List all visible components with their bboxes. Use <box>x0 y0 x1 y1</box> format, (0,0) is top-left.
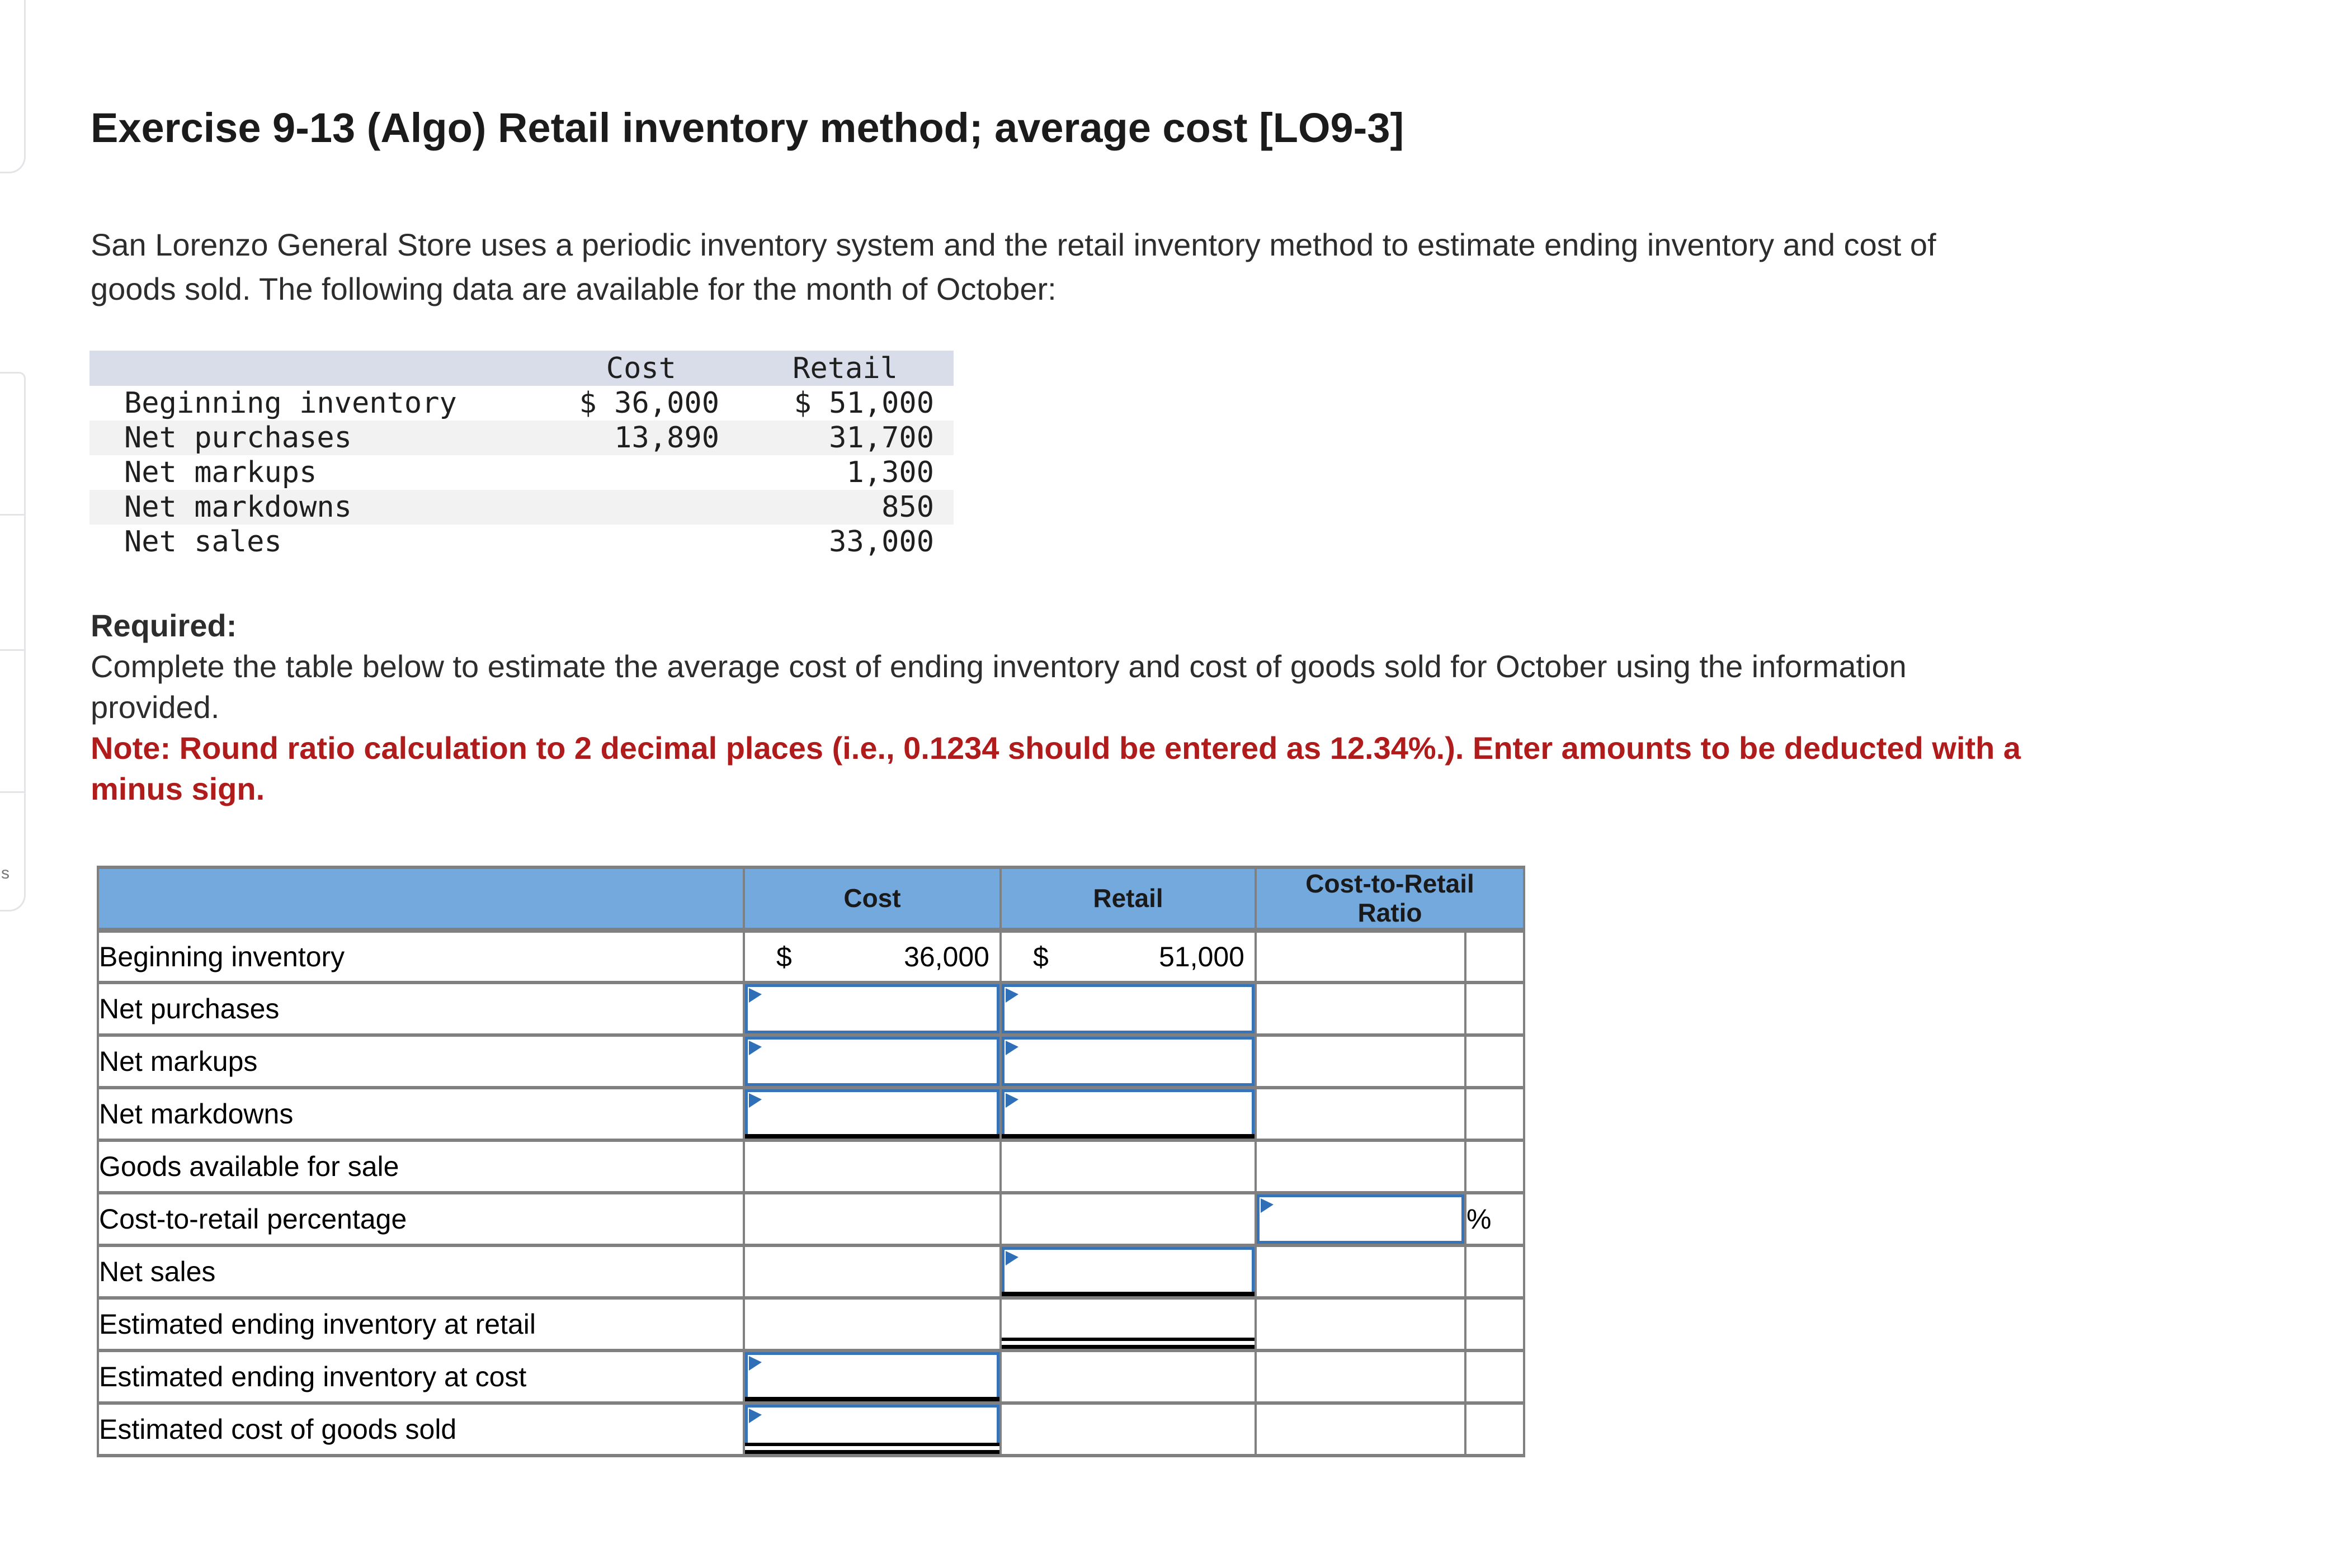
currency-symbol: $ <box>776 941 792 972</box>
row-label: Net purchases <box>97 981 745 1037</box>
left-panel-fragment-list <box>0 372 26 911</box>
required-heading: Required: <box>91 608 237 643</box>
percent-sign: % <box>1464 1191 1525 1247</box>
note-line-1: Note: Round ratio calculation to 2 decim… <box>91 730 2021 766</box>
given-row-retail: 850 <box>881 490 934 524</box>
given-row-retail: 33,000 <box>829 525 934 559</box>
ws-row-estimated-ending-inventory-at-cost: Estimated ending inventory at cost <box>97 1349 1525 1405</box>
intro-line-2: goods sold. The following data are avail… <box>91 271 1057 306</box>
input-net-markups-cost[interactable] <box>745 1037 999 1086</box>
ws-row-net-sales: Net sales <box>97 1244 1525 1300</box>
ws-row-net-purchases: Net purchases <box>97 981 1525 1037</box>
amount: 36,000 <box>904 941 989 972</box>
given-data-header-row: Cost Retail <box>89 351 954 386</box>
worksheet-header-cost: Cost <box>743 866 1002 933</box>
row-label: Estimated cost of goods sold <box>97 1401 745 1457</box>
given-row-label: Net purchases <box>124 421 352 455</box>
given-row-cost: 13,890 <box>614 421 719 455</box>
given-data-row: Net markups 1,300 <box>89 455 954 490</box>
intro-line-1: San Lorenzo General Store uses a periodi… <box>91 227 1936 262</box>
worksheet-header-ratio: Cost-to-Retail Ratio <box>1255 866 1525 933</box>
worksheet-header-row: Cost Retail Cost-to-Retail Ratio <box>97 866 1525 933</box>
required-line-2: provided. <box>91 689 220 725</box>
input-net-purchases-cost[interactable] <box>745 984 999 1033</box>
ws-row-goods-available: Goods available for sale <box>97 1139 1525 1194</box>
given-row-retail: 1,300 <box>846 456 934 489</box>
intro-paragraph: San Lorenzo General Store uses a periodi… <box>91 223 2272 311</box>
row-label: Estimated ending inventory at cost <box>97 1349 745 1405</box>
row-label: Cost-to-retail percentage <box>97 1191 745 1247</box>
given-data-header-retail: Retail <box>793 351 898 385</box>
single-total-rule <box>745 1134 999 1139</box>
input-flag-icon <box>1006 1041 1018 1055</box>
single-total-rule <box>745 1397 999 1401</box>
row-label: Net markdowns <box>97 1086 745 1142</box>
required-line-1: Complete the table below to estimate the… <box>91 649 1907 684</box>
ws-row-estimated-cost-of-goods-sold: Estimated cost of goods sold <box>97 1401 1525 1457</box>
worksheet-header-retail: Retail <box>999 866 1257 933</box>
input-net-markdowns-cost[interactable] <box>745 1089 999 1139</box>
note-line-2: minus sign. <box>91 771 265 806</box>
given-data-header-cost: Cost <box>606 351 676 385</box>
ws-row-estimated-ending-inventory-at-retail: Estimated ending inventory at retail <box>97 1296 1525 1352</box>
given-data-table: Cost Retail Beginning inventory $ 36,000… <box>89 351 954 559</box>
ws-row-net-markups: Net markups <box>97 1033 1525 1089</box>
input-net-markdowns-retail[interactable] <box>1002 1089 1255 1139</box>
given-row-label: Net sales <box>124 525 282 559</box>
input-flag-icon <box>749 1409 762 1423</box>
left-panel-text-fragment: s <box>1 864 10 882</box>
fragment-divider <box>0 514 24 516</box>
input-flag-icon <box>1006 1093 1018 1108</box>
single-total-rule <box>1002 1134 1255 1139</box>
row-label: Net markups <box>97 1033 745 1089</box>
input-net-purchases-retail[interactable] <box>1002 984 1255 1033</box>
beginning-inventory-cost-cell: $ 36,000 <box>745 933 999 981</box>
given-data-row: Beginning inventory $ 36,000 $ 51,000 <box>89 386 954 421</box>
input-flag-icon <box>749 1041 762 1055</box>
given-row-cost: $ 36,000 <box>579 386 719 420</box>
fragment-divider <box>0 649 24 651</box>
row-label: Estimated ending inventory at retail <box>97 1296 745 1352</box>
single-total-rule <box>1002 1292 1255 1296</box>
worksheet-header-blank <box>97 866 745 933</box>
ws-row-cost-to-retail-percentage: Cost-to-retail percentage % <box>97 1191 1525 1247</box>
row-label: Goods available for sale <box>97 1139 745 1194</box>
double-total-rule <box>745 1443 999 1454</box>
amount: 51,000 <box>1159 941 1244 972</box>
input-estimated-ending-inventory-at-cost[interactable] <box>745 1352 999 1401</box>
given-data-row: Net sales 33,000 <box>89 525 954 559</box>
given-row-label: Net markdowns <box>124 490 352 524</box>
required-section: Required: Complete the table below to es… <box>91 605 2272 809</box>
currency-symbol: $ <box>1033 941 1049 972</box>
input-net-markups-retail[interactable] <box>1002 1037 1255 1086</box>
left-panel-fragment-top <box>0 0 26 173</box>
row-label: Net sales <box>97 1244 745 1300</box>
input-cost-to-retail-ratio[interactable] <box>1257 1194 1464 1244</box>
given-row-retail: 31,700 <box>829 421 934 455</box>
worksheet-table: Cost Retail Cost-to-Retail Ratio Beginni… <box>97 866 1525 1457</box>
given-row-label: Beginning inventory <box>124 386 457 420</box>
row-label: Beginning inventory <box>97 928 745 984</box>
given-data-row: Net purchases 13,890 31,700 <box>89 421 954 455</box>
exercise-title: Exercise 9-13 (Algo) Retail inventory me… <box>91 105 1404 151</box>
input-flag-icon <box>1006 1251 1018 1265</box>
given-data-row: Net markdowns 850 <box>89 490 954 525</box>
given-row-retail: $ 51,000 <box>794 386 934 420</box>
input-flag-icon <box>749 1356 762 1371</box>
ws-row-net-markdowns: Net markdowns <box>97 1086 1525 1142</box>
input-flag-icon <box>749 1093 762 1108</box>
double-total-rule <box>1002 1338 1255 1349</box>
fragment-divider <box>0 791 24 793</box>
beginning-inventory-retail-cell: $ 51,000 <box>1002 933 1255 981</box>
given-row-label: Net markups <box>124 456 317 489</box>
input-flag-icon <box>749 988 762 1003</box>
ws-row-beginning-inventory: Beginning inventory $ 36,000 $ 51,000 <box>97 928 1525 984</box>
input-flag-icon <box>1006 988 1018 1003</box>
input-flag-icon <box>1261 1198 1274 1213</box>
input-net-sales-retail[interactable] <box>1002 1247 1255 1296</box>
